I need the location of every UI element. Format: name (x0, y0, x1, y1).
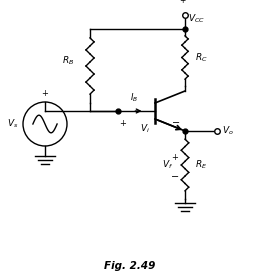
Text: Fig. 2.49: Fig. 2.49 (104, 261, 156, 271)
Text: $R_E$: $R_E$ (195, 159, 207, 171)
Text: +: + (179, 0, 185, 5)
Text: $V_s$: $V_s$ (7, 118, 18, 130)
Text: $-$: $-$ (171, 170, 180, 180)
Text: $I_B$: $I_B$ (131, 92, 139, 104)
Text: $R_C$: $R_C$ (195, 51, 208, 64)
Text: $-$: $-$ (41, 150, 50, 160)
Text: +: + (42, 89, 48, 98)
Text: $V_f$: $V_f$ (162, 159, 173, 171)
Text: $V_{CC}$: $V_{CC}$ (188, 13, 205, 25)
Text: $V_o$: $V_o$ (222, 125, 234, 137)
Text: $V_i$: $V_i$ (140, 123, 150, 135)
Text: $-$: $-$ (171, 116, 180, 126)
Text: +: + (120, 119, 126, 128)
Text: $R_B$: $R_B$ (62, 55, 74, 67)
Text: +: + (172, 153, 178, 162)
